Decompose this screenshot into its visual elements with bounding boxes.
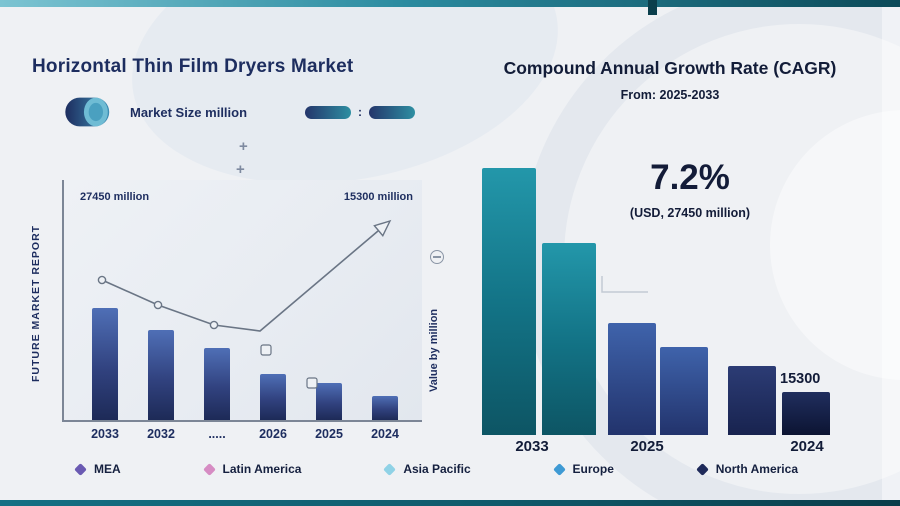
left-chart-x-label: ..... bbox=[208, 427, 226, 441]
legend-diamond-icon bbox=[695, 462, 709, 476]
right-chart-bar bbox=[608, 323, 656, 435]
plus-icon: + bbox=[236, 161, 245, 178]
circle-minus-icon bbox=[430, 250, 444, 264]
right-chart-bar bbox=[542, 243, 596, 435]
legend-item-label: Europe bbox=[572, 462, 614, 476]
left-chart-bar bbox=[204, 348, 230, 420]
left-chart-bar bbox=[148, 330, 174, 420]
left-chart-x-label: 2026 bbox=[259, 427, 287, 441]
bottom-accent-bar bbox=[0, 500, 900, 506]
legend-item: Latin America bbox=[202, 462, 302, 476]
left-chart-x-label: 2032 bbox=[147, 427, 175, 441]
legend-diamond-icon bbox=[74, 462, 87, 476]
legend-item: Asia Pacific bbox=[383, 462, 471, 476]
right-chart-x-label: 2025 bbox=[630, 438, 664, 455]
cagr-value: 7.2% bbox=[650, 158, 730, 197]
left-chart-bar bbox=[260, 374, 286, 420]
legend-pills: : bbox=[305, 105, 416, 119]
region-legend: MEA Latin America Asia Pacific Europe North … bbox=[74, 462, 798, 476]
cagr-title: Compound Annual Growth Rate (CAGR) bbox=[503, 58, 837, 78]
top-accent-bar bbox=[0, 0, 900, 7]
left-chart-x-label: 2025 bbox=[315, 427, 343, 441]
right-chart-x-labels: 2033 2025 2024 bbox=[462, 435, 877, 461]
right-chart-bar bbox=[782, 392, 830, 435]
left-chart-x-label: 2033 bbox=[91, 427, 119, 441]
cagr-note: (USD, 27450 million) bbox=[629, 206, 751, 220]
legend-item: Europe bbox=[552, 462, 614, 476]
trend-line bbox=[97, 219, 392, 389]
left-chart-bar bbox=[92, 308, 118, 420]
legend-item-label: North America bbox=[715, 462, 798, 476]
left-chart: 27450 million 15300 million 2033 2032....… bbox=[62, 180, 422, 441]
left-chart-bar bbox=[372, 396, 398, 420]
right-chart-bar bbox=[728, 366, 776, 435]
legend-item: MEA bbox=[74, 462, 121, 476]
legend-item: North America bbox=[695, 462, 798, 476]
left-chart-bars bbox=[64, 180, 422, 420]
left-chart-x-labels: 2033 2032..... 2026 2025 2024 bbox=[64, 420, 422, 446]
legend-item-label: Latin America bbox=[222, 462, 302, 476]
right-chart-x-label: 2024 bbox=[790, 438, 824, 455]
legend-item-label: MEA bbox=[94, 462, 121, 476]
right-chart-x-label: 2033 bbox=[515, 438, 549, 455]
left-chart-x-label: 2024 bbox=[371, 427, 399, 441]
market-title: Horizontal Thin Film Dryers Market bbox=[32, 56, 354, 77]
market-size-label: Market Size million bbox=[130, 104, 248, 120]
legend-pill bbox=[369, 105, 416, 119]
right-chart-bar bbox=[660, 347, 708, 435]
value-label-15300: 15300 bbox=[780, 371, 821, 387]
cagr-subtitle: From: 2025-2033 bbox=[620, 88, 720, 102]
left-chart-max-value: 27450 million bbox=[80, 191, 150, 203]
right-chart-bar bbox=[482, 168, 536, 435]
left-chart-bar bbox=[316, 383, 342, 420]
right-chart-bars bbox=[462, 148, 877, 435]
cylinder-icon bbox=[65, 97, 110, 127]
right-chart: 15300 2033 2025 2024 bbox=[462, 148, 877, 455]
legend-item-label: Asia Pacific bbox=[403, 462, 471, 476]
legend-diamond-icon bbox=[383, 462, 397, 476]
legend-diamond-icon bbox=[552, 462, 566, 476]
right-chart-ylabel: Value by million bbox=[428, 308, 440, 392]
legend-pill bbox=[305, 105, 352, 119]
top-accent-notch bbox=[648, 0, 657, 15]
legend-diamond-icon bbox=[202, 462, 216, 476]
plus-icon: + bbox=[239, 138, 248, 155]
left-chart-ylabel: FUTURE MARKET REPORT bbox=[30, 224, 42, 382]
left-chart-end-value: 15300 million bbox=[343, 191, 413, 203]
pill-separator: : bbox=[358, 105, 363, 119]
market-size-legend: Market Size million : bbox=[64, 90, 416, 134]
